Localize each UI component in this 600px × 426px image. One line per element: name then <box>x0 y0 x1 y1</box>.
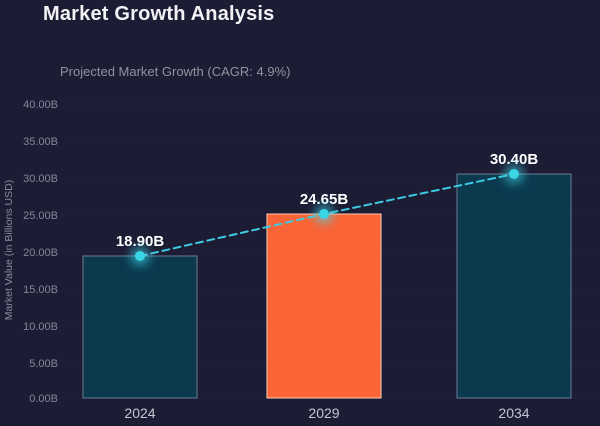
svg-text:2034: 2034 <box>498 405 529 421</box>
svg-text:2029: 2029 <box>308 405 339 421</box>
svg-text:5.00B: 5.00B <box>29 358 58 370</box>
svg-text:25.00B: 25.00B <box>23 210 58 222</box>
svg-text:20.00B: 20.00B <box>23 247 58 259</box>
svg-text:0.00B: 0.00B <box>29 393 58 405</box>
svg-text:2024: 2024 <box>124 405 155 421</box>
svg-text:10.00B: 10.00B <box>23 321 58 333</box>
svg-text:35.00B: 35.00B <box>23 136 58 148</box>
svg-text:15.00B: 15.00B <box>23 284 58 296</box>
svg-text:30.00B: 30.00B <box>23 173 58 185</box>
svg-text:40.00B: 40.00B <box>23 99 58 111</box>
